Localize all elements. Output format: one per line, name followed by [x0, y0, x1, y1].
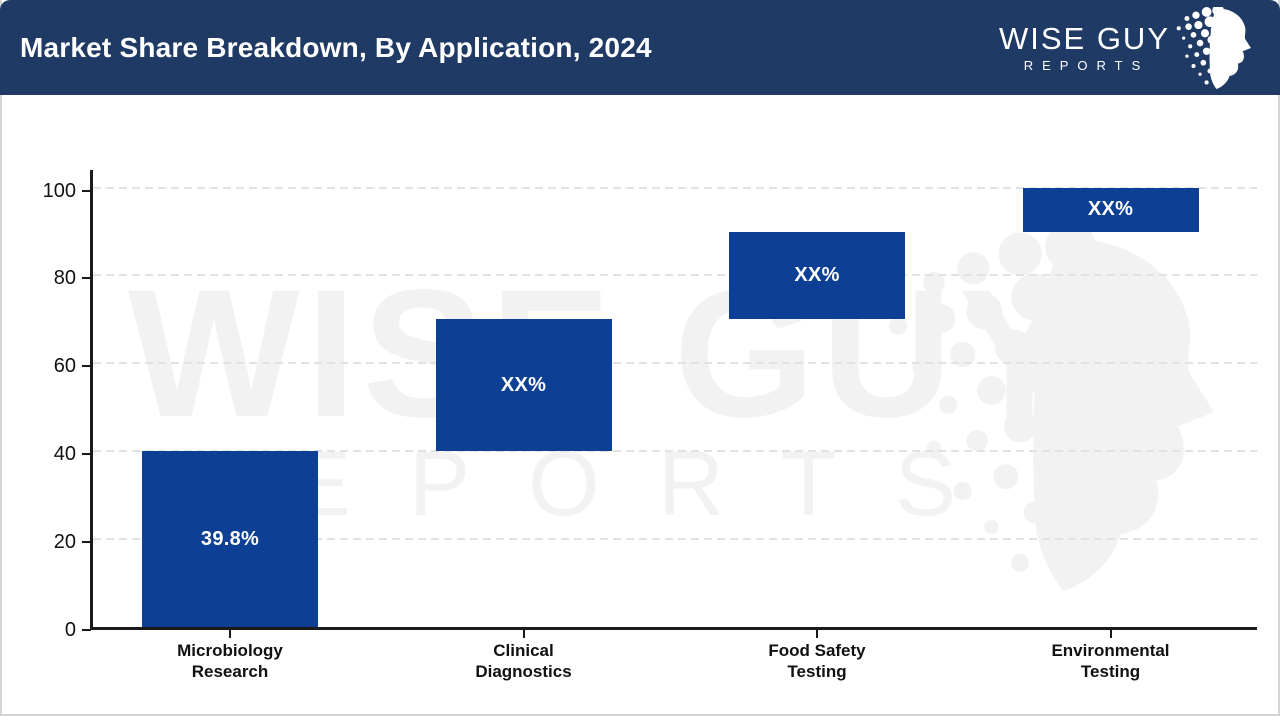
bar-2: XX% — [435, 319, 612, 452]
plot-area: 39.8% XX% XX% XX% — [90, 170, 1257, 630]
y-tick-mark-100 — [82, 189, 91, 192]
gridline-100 — [93, 186, 1257, 189]
y-tick-label-20: 20 — [53, 531, 76, 554]
x-category-label-1: Microbiology Research — [177, 641, 283, 682]
y-tick-mark-60 — [82, 365, 91, 368]
gridline-80 — [93, 274, 1257, 277]
bar-1: 39.8% — [142, 451, 318, 627]
y-tick-mark-40 — [82, 453, 91, 456]
x-category-label-2: Clinical Diagnostics — [475, 641, 572, 682]
x-tick-mark-3 — [816, 630, 818, 638]
brand-face-icon — [1166, 7, 1262, 89]
bar-value-label: XX% — [500, 373, 547, 396]
y-tick-mark-80 — [82, 277, 91, 280]
y-tick-mark-0 — [82, 629, 91, 631]
brand-name: WISE GUY — [998, 20, 1170, 56]
x-category-label-4: Environmental Testing — [1051, 641, 1170, 682]
bar-3: XX% — [729, 231, 905, 320]
bar-4: XX% — [1022, 187, 1199, 232]
x-tick-mark-1 — [229, 630, 231, 638]
y-tick-label-100: 100 — [42, 179, 76, 202]
brand-logo: WISE GUY REPORTS — [999, 7, 1280, 89]
bar-value-label: XX% — [794, 263, 840, 286]
bar-value-label: 39.8% — [200, 527, 260, 550]
x-tick-mark-4 — [1109, 630, 1112, 638]
brand-subname: REPORTS — [1023, 57, 1150, 73]
gridline-40 — [93, 450, 1257, 453]
bar-value-label: XX% — [1087, 198, 1134, 221]
y-tick-label-80: 80 — [53, 267, 76, 290]
y-tick-label-60: 60 — [53, 355, 76, 378]
brand-logo-text: WISE GUY REPORTS — [999, 23, 1170, 73]
chart-title: Market Share Breakdown, By Application, … — [20, 31, 652, 63]
y-tick-mark-20 — [82, 541, 91, 544]
x-tick-mark-2 — [522, 630, 525, 638]
gridline-20 — [93, 538, 1257, 541]
header-bar: Market Share Breakdown, By Application, … — [0, 0, 1280, 95]
y-tick-label-40: 40 — [53, 443, 76, 466]
gridline-60 — [93, 362, 1257, 365]
x-category-label-3: Food Safety Testing — [768, 641, 866, 682]
y-tick-label-0: 0 — [64, 619, 76, 641]
